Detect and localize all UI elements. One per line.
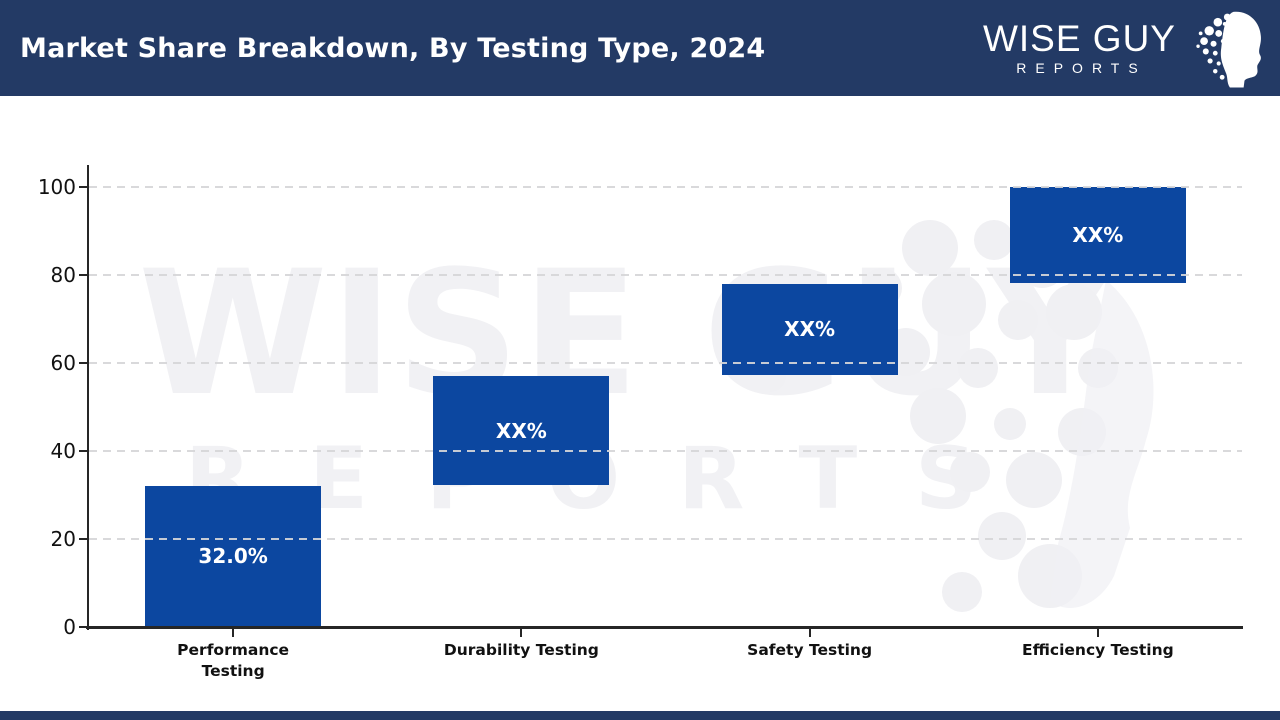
y-axis-line bbox=[87, 165, 89, 630]
y-tick-mark bbox=[79, 362, 87, 364]
page-title: Market Share Breakdown, By Testing Type,… bbox=[20, 32, 766, 64]
gridline bbox=[89, 362, 1242, 364]
y-tick-mark bbox=[79, 538, 87, 540]
bar-segment: 32.0% bbox=[145, 486, 322, 626]
bar-value-label: XX% bbox=[495, 418, 547, 443]
brand-subtitle: REPORTS bbox=[1016, 60, 1147, 76]
x-category-label: Durability Testing bbox=[391, 640, 651, 661]
y-tick-mark bbox=[79, 626, 87, 628]
header-bar: Market Share Breakdown, By Testing Type,… bbox=[0, 0, 1280, 96]
y-tick-label: 80 bbox=[50, 263, 76, 287]
x-category-label-line: Durability Testing bbox=[443, 641, 599, 659]
y-tick-label: 0 bbox=[63, 615, 76, 639]
y-tick-label: 60 bbox=[50, 351, 76, 375]
footer-bar bbox=[0, 711, 1280, 720]
bar-segment: XX% bbox=[433, 376, 610, 486]
x-category-label-line: Testing bbox=[201, 661, 265, 680]
bar-segment: XX% bbox=[1009, 187, 1186, 283]
x-category-label-line: Safety Testing bbox=[747, 641, 873, 659]
gridline bbox=[89, 450, 1242, 452]
gridline bbox=[89, 186, 1242, 188]
x-category-label: Safety Testing bbox=[680, 640, 940, 661]
x-tick-mark bbox=[1096, 629, 1099, 637]
gridline bbox=[89, 538, 1242, 540]
y-tick-mark bbox=[79, 450, 87, 452]
y-tick-mark bbox=[79, 274, 87, 276]
x-tick-mark bbox=[232, 629, 235, 637]
bar-value-label: 32.0% bbox=[198, 544, 268, 569]
y-tick-label: 100 bbox=[37, 175, 76, 199]
x-category-label: Performance Testing bbox=[103, 640, 363, 682]
bar-segment: XX% bbox=[721, 283, 898, 376]
x-category-label-line: Efficiency Testing bbox=[1022, 641, 1174, 659]
x-tick-mark bbox=[808, 629, 811, 637]
x-axis-line bbox=[86, 626, 1243, 629]
gridline bbox=[89, 274, 1242, 276]
x-tick-mark bbox=[520, 629, 523, 637]
x-category-label-line: Performance bbox=[177, 641, 290, 659]
y-tick-mark bbox=[79, 186, 87, 188]
brand-wordmark: WISE GUY REPORTS bbox=[983, 20, 1176, 76]
bar-value-label: XX% bbox=[1072, 222, 1124, 247]
brand-logo: WISE GUY REPORTS bbox=[983, 5, 1280, 91]
x-category-label: Efficiency Testing bbox=[968, 640, 1228, 661]
brand-name: WISE GUY bbox=[982, 18, 1176, 59]
y-tick-label: 20 bbox=[50, 527, 76, 551]
bar-value-label: XX% bbox=[784, 317, 836, 342]
dotted-head-logo-icon bbox=[1196, 11, 1261, 88]
y-tick-label: 40 bbox=[50, 439, 76, 463]
